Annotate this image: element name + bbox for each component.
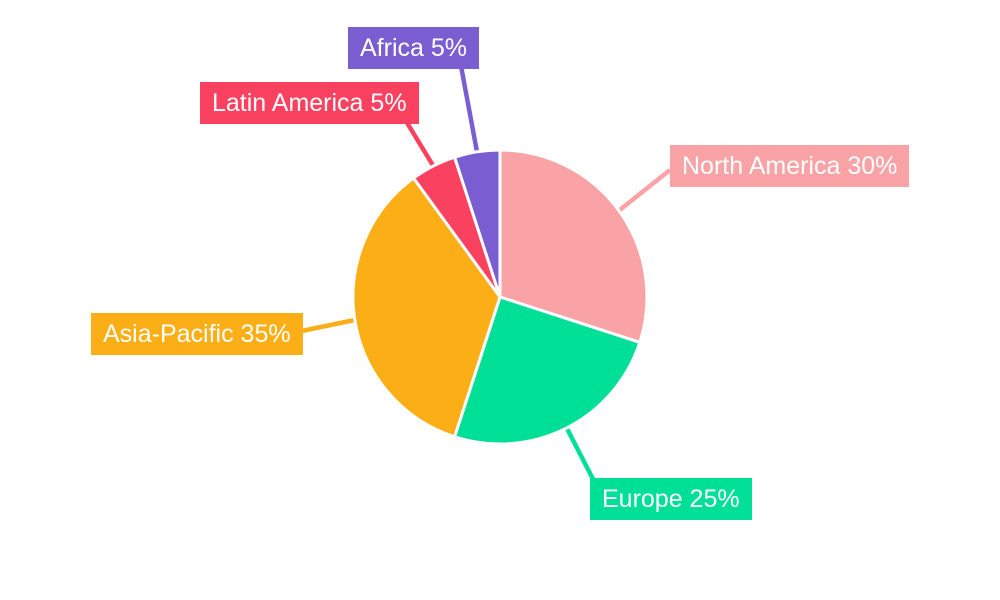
label-asia-pacific: Asia-Pacific 35% [91, 313, 303, 355]
label-north-america: North America 30% [670, 145, 910, 187]
leader-line-latin-america [404, 119, 436, 168]
label-latin-america: Latin America 5% [200, 82, 419, 124]
pie-slice-africa [453, 148, 502, 299]
leader-line-africa [458, 65, 480, 153]
label-europe: Europe 25% [590, 478, 752, 520]
leader-line-europe [564, 426, 597, 483]
leader-line-north-america [617, 168, 672, 213]
pie-slice-europe [453, 295, 642, 446]
label-africa: Africa 5% [348, 27, 479, 69]
pie-slice-north-america [498, 148, 649, 344]
pie-slice-asia-pacific [351, 176, 502, 439]
